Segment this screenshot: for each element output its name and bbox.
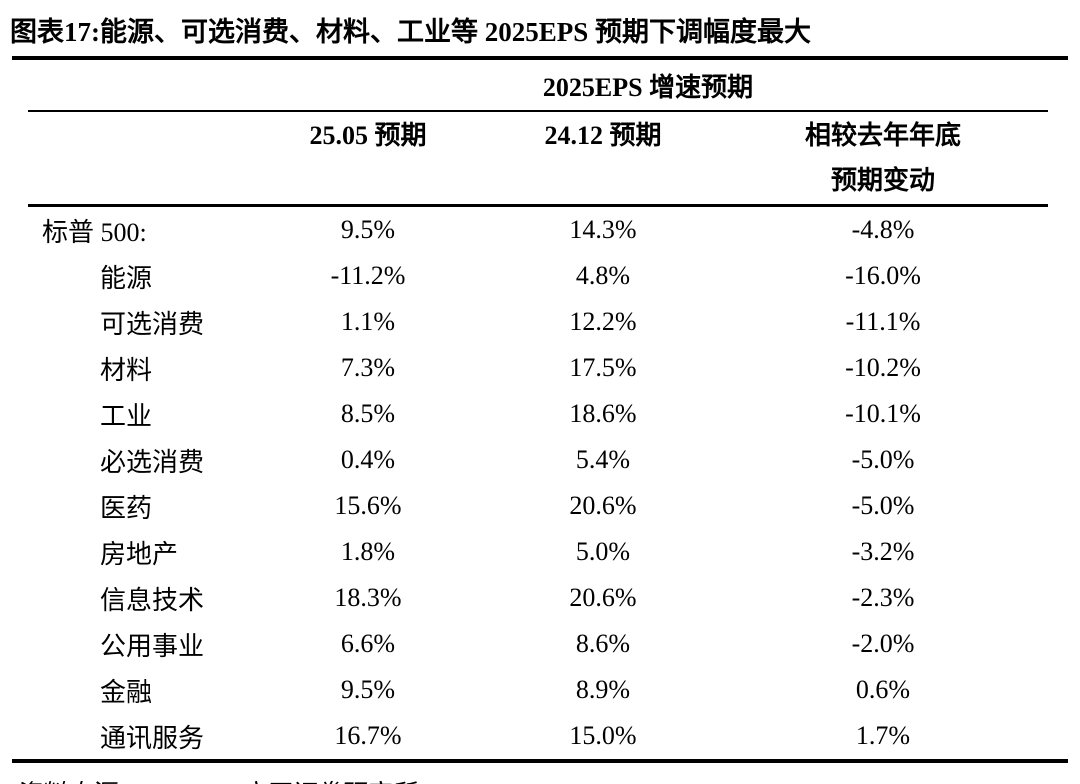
table-row: 金融 9.5% 8.9% 0.6% (28, 667, 1048, 713)
group-header: 2025EPS 增速预期 (248, 60, 1049, 112)
row-label: 信息技术 (100, 585, 205, 615)
cell-value: 14.3% (569, 215, 637, 244)
cell-value: 8.6% (575, 629, 631, 658)
row-label: 工业 (100, 401, 153, 431)
cell-value: -16.0% (845, 261, 921, 290)
cell-value: -3.2% (851, 537, 915, 566)
cell-value: 15.0% (569, 721, 637, 750)
table-row: 标普 500: 9.5% 14.3% -4.8% (28, 206, 1048, 254)
column-header-2412: 24.12 预期 (488, 111, 718, 207)
cell-value: -5.0% (851, 491, 915, 520)
eps-forecast-table: 2025EPS 增速预期 25.05 预期 24.12 预期 相较去年年底 预期… (28, 60, 1049, 760)
group-header-spacer (28, 60, 248, 112)
table-row: 房地产 1.8% 5.0% -3.2% (28, 529, 1048, 575)
table-row: 材料 7.3% 17.5% -10.2% (28, 345, 1048, 391)
cell-value: 8.5% (340, 399, 396, 428)
table-row: 可选消费 1.1% 12.2% -11.1% (28, 299, 1048, 345)
row-label: 房地产 (100, 539, 179, 569)
column-header-change-line1: 相较去年年底 (805, 121, 962, 150)
table-row: 医药 15.6% 20.6% -5.0% (28, 483, 1048, 529)
cell-value: 7.3% (340, 353, 396, 382)
row-label: 材料 (100, 355, 153, 385)
cell-value: 18.3% (334, 583, 402, 612)
row-label: 必选消费 (100, 447, 205, 477)
cell-value: -11.2% (330, 261, 406, 290)
column-header-row: 25.05 预期 24.12 预期 相较去年年底 预期变动 (28, 111, 1049, 207)
cell-value: 0.4% (340, 445, 396, 474)
row-label: 能源 (100, 263, 153, 293)
group-header-row: 2025EPS 增速预期 (28, 60, 1049, 112)
table-row: 公用事业 6.6% 8.6% -2.0% (28, 621, 1048, 667)
cell-value: 1.8% (340, 537, 396, 566)
cell-value: 20.6% (569, 491, 637, 520)
source-note: 资料来源:Bloomberg,方正证券研究所 (0, 763, 1080, 784)
cell-value: 1.7% (855, 721, 911, 750)
row-label: 可选消费 (100, 309, 205, 339)
bottom-divider (12, 759, 1068, 763)
cell-value: 6.6% (340, 629, 396, 658)
cell-value: 18.6% (569, 399, 637, 428)
cell-value: 4.8% (575, 261, 631, 290)
cell-value: 20.6% (569, 583, 637, 612)
table-row: 能源 -11.2% 4.8% -16.0% (28, 253, 1048, 299)
cell-value: 9.5% (340, 215, 396, 244)
row-label: 医药 (100, 493, 153, 523)
cell-value: -2.0% (851, 629, 915, 658)
column-header-spacer (28, 111, 248, 207)
top-divider (12, 56, 1068, 60)
cell-value: 5.4% (575, 445, 631, 474)
cell-value: 0.6% (855, 675, 911, 704)
row-label: 标普 500: (42, 217, 147, 247)
cell-value: 5.0% (575, 537, 631, 566)
table-row: 工业 8.5% 18.6% -10.1% (28, 391, 1048, 437)
cell-value: -5.0% (851, 445, 915, 474)
cell-value: 1.1% (340, 307, 396, 336)
cell-value: -2.3% (851, 583, 915, 612)
column-header-2505: 25.05 预期 (248, 111, 488, 207)
cell-value: 9.5% (340, 675, 396, 704)
column-header-change-line2: 预期变动 (831, 166, 936, 195)
cell-value: -4.8% (851, 215, 915, 244)
cell-value: 17.5% (569, 353, 637, 382)
table-row: 必选消费 0.4% 5.4% -5.0% (28, 437, 1048, 483)
cell-value: -11.1% (845, 307, 921, 336)
cell-value: -10.2% (845, 353, 921, 382)
table-row: 信息技术 18.3% 20.6% -2.3% (28, 575, 1048, 621)
figure-title: 图表17:能源、可选消费、材料、工业等 2025EPS 预期下调幅度最大 (10, 17, 812, 47)
column-header-change: 相较去年年底 预期变动 (718, 111, 1049, 207)
row-label: 公用事业 (100, 631, 205, 661)
table-row: 通讯服务 16.7% 15.0% 1.7% (28, 713, 1048, 759)
table-body: 标普 500: 9.5% 14.3% -4.8% 能源 -11.2% 4.8% … (28, 206, 1048, 760)
cell-value: 15.6% (334, 491, 402, 520)
cell-value: 16.7% (334, 721, 402, 750)
cell-value: -10.1% (845, 399, 921, 428)
cell-value: 12.2% (569, 307, 637, 336)
row-label: 通讯服务 (100, 723, 205, 753)
row-label: 金融 (100, 677, 153, 707)
cell-value: 8.9% (575, 675, 631, 704)
